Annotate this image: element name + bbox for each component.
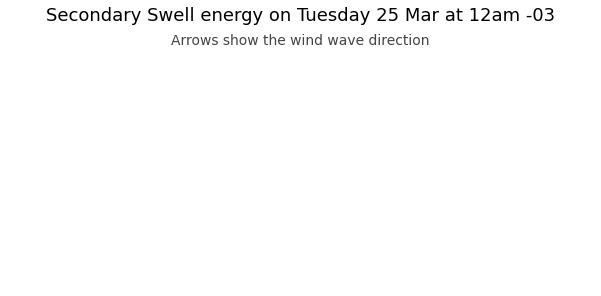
Text: Secondary Swell energy on Tuesday 25 Mar at 12am -03: Secondary Swell energy on Tuesday 25 Mar… [46, 7, 555, 25]
Text: Map (requires cartopy): Map (requires cartopy) [206, 165, 395, 183]
Text: Arrows show the wind wave direction: Arrows show the wind wave direction [171, 34, 430, 49]
